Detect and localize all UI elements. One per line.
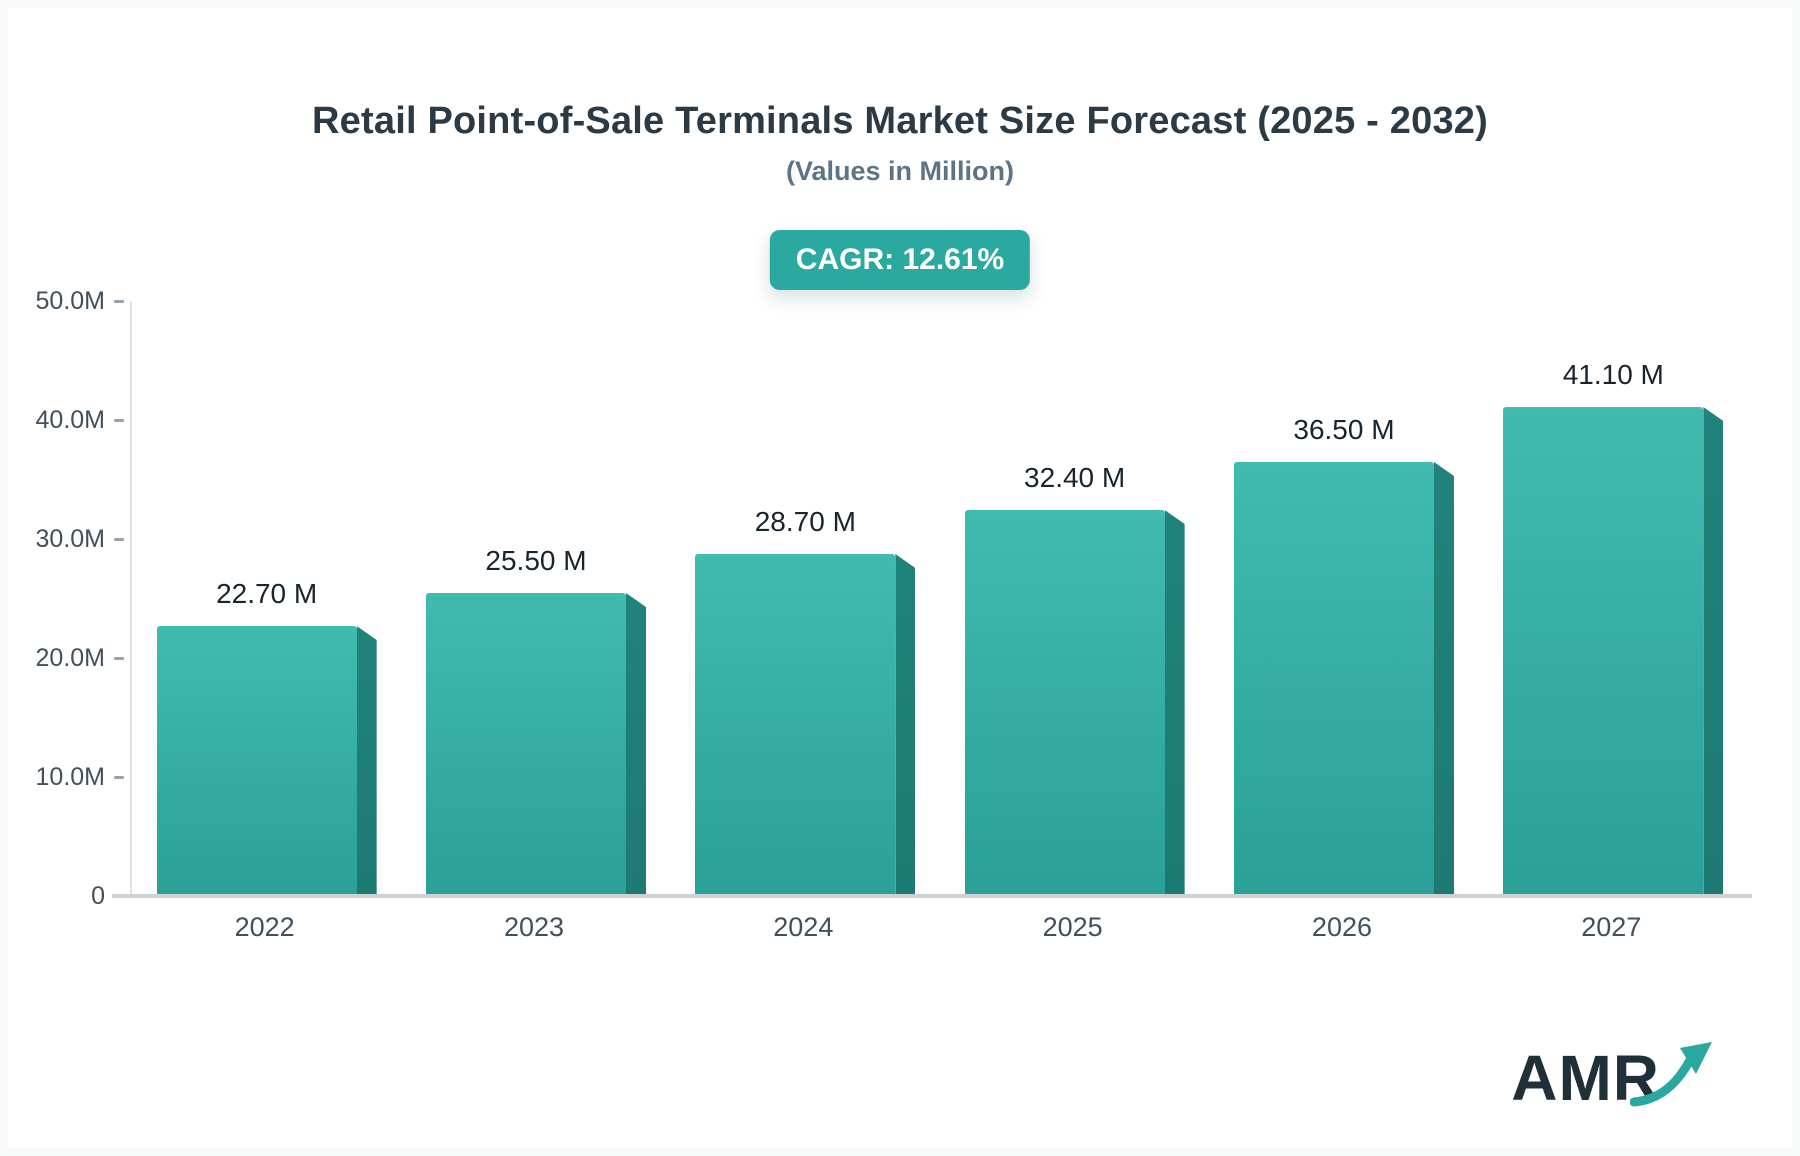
chart-title: Retail Point-of-Sale Terminals Market Si… [312,100,1488,142]
x-axis-label-2027: 2027 [1581,912,1642,942]
x-axis-line [112,894,1752,898]
bar-face [695,554,896,896]
bar-value-label: 32.40 M [1024,462,1126,493]
chart-canvas: Retail Point-of-Sale Terminals Market Si… [8,8,1792,1148]
bar-side-3d [356,626,377,896]
y-tick-mark [114,656,124,660]
bar-2022 [156,626,377,896]
growth-arrow-icon [1630,1042,1712,1107]
y-tick-mark [114,775,124,779]
bar-face [1503,407,1704,896]
y-tick-50.0M: 50.0M [14,286,124,316]
y-tick-mark [114,418,124,422]
bar-column-2027: 41.10 M [1503,359,1724,896]
bar-2026 [1233,462,1454,896]
bar-side-3d [1433,462,1454,896]
bar-face [964,510,1165,896]
bar-column-2026: 36.50 M [1233,414,1454,896]
bar-side-3d [1703,407,1724,896]
y-tick-20.0M: 20.0M [14,643,124,673]
y-tick-mark [114,537,124,541]
y-tick-label: 20.0M [35,643,105,672]
bar-2027 [1503,407,1724,896]
bar-face [1233,462,1434,896]
bar-column-2025: 32.40 M [964,462,1185,896]
y-tick-30.0M: 30.0M [14,524,124,554]
bar-value-label: 41.10 M [1562,359,1664,390]
y-tick-40.0M: 40.0M [14,405,124,435]
bar-value-label: 25.50 M [485,545,587,576]
bar-2024 [695,554,916,896]
x-axis-label-2024: 2024 [773,912,834,942]
bar-side-3d [625,593,646,896]
y-tick-10.0M: 10.0M [14,762,124,792]
bar-value-label: 22.70 M [216,578,318,609]
y-tick-label: 40.0M [35,405,105,434]
plot-area: 22.70 M 25.50 M 28.70 M 32.40 M 36.50 M 41.10… [130,301,1748,896]
x-axis-label-2022: 2022 [234,912,295,942]
chart-subtitle: (Values in Million) [785,156,1015,186]
bar-value-label: 36.50 M [1293,414,1395,445]
bar-column-2022: 22.70 M [156,578,377,896]
bar-face [425,593,626,896]
bar-column-2024: 28.70 M [695,506,916,896]
x-axis-label-2026: 2026 [1311,912,1372,942]
bar-face [156,626,357,896]
bar-2023 [425,593,646,896]
y-tick-label: 0 [91,881,105,910]
bar-column-2023: 25.50 M [425,545,646,896]
amr-logo: AMR [1511,1042,1714,1110]
x-axis-label-2023: 2023 [503,912,565,942]
bar-value-label: 28.70 M [754,506,856,537]
bar-side-3d [1164,510,1185,896]
y-tick-mark [114,299,124,303]
bar-2025 [964,510,1185,896]
x-axis-labels: 2022 2023 2024 2025 2026 2027 [130,912,1746,943]
y-tick-label: 10.0M [35,762,105,791]
bar-side-3d [895,554,916,896]
x-axis-label-2025: 2025 [1042,912,1103,942]
cagr-badge: CAGR: 12.61% [769,230,1031,290]
y-tick-0: 0 [14,881,124,911]
y-tick-label: 30.0M [35,524,105,553]
y-tick-label: 50.0M [35,286,105,315]
